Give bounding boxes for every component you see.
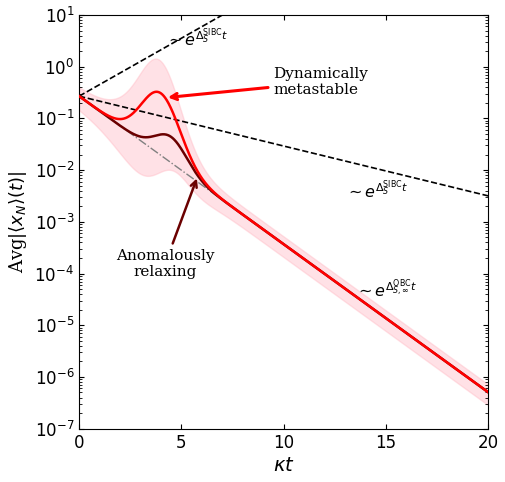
Text: $\sim e^{\Delta_{S,\infty}^{\mathrm{OBC}}t}$: $\sim e^{\Delta_{S,\infty}^{\mathrm{OBC}… <box>355 278 417 300</box>
Text: Anomalously
relaxing: Anomalously relaxing <box>116 181 214 279</box>
Y-axis label: Avg$|\langle x_N\rangle(t)|$: Avg$|\langle x_N\rangle(t)|$ <box>7 171 29 273</box>
Text: Dynamically
metastable: Dynamically metastable <box>171 67 368 100</box>
Text: $\sim e^{\Delta_S^{\mathrm{SIBC}}t}$: $\sim e^{\Delta_S^{\mathrm{SIBC}}t}$ <box>165 27 228 50</box>
Text: $\sim e^{\Delta_S^{\mathrm{SIBC}}t}$: $\sim e^{\Delta_S^{\mathrm{SIBC}}t}$ <box>344 179 408 202</box>
X-axis label: $\kappa t$: $\kappa t$ <box>272 457 294 475</box>
